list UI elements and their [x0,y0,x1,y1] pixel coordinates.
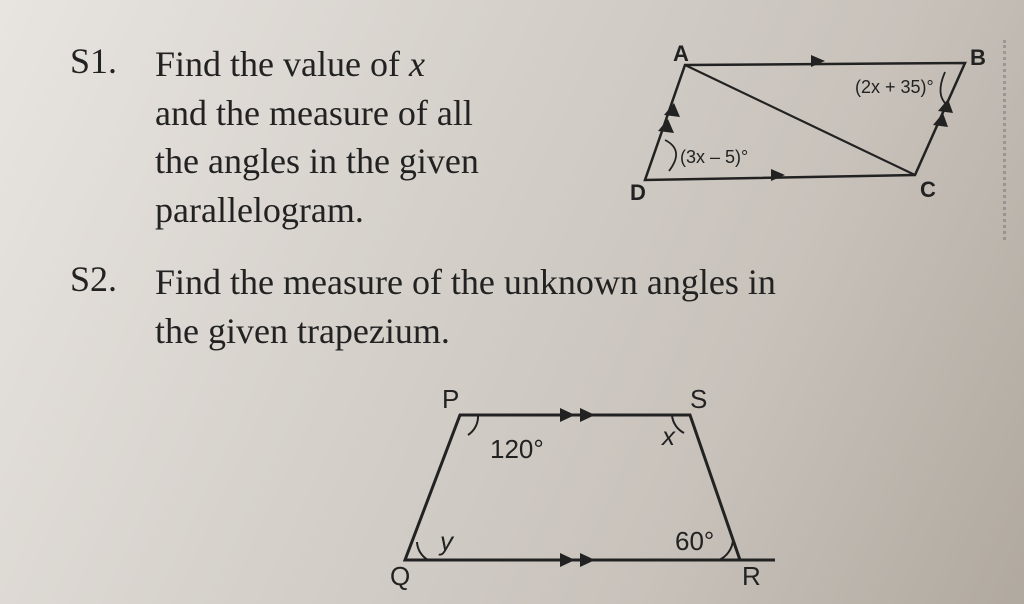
angle-s-variable: x [660,421,676,451]
parallelogram-svg: A B C D (2x + 35)° (3x – 5)° [625,45,985,215]
angle-r-ext-arc [719,540,733,560]
s1-line4: parallelogram. [155,190,364,230]
s2-text: Find the measure of the unknown angles i… [155,258,776,355]
vertex-label-a: A [673,45,689,66]
angle-q-arc [417,542,428,560]
s1-number: S1. [70,40,155,82]
s1-line1a: Find the value of [155,44,409,84]
s2-number: S2. [70,258,155,300]
vertex-label-p: P [442,384,459,414]
vertex-label-d: D [630,180,646,205]
angle-p-value: 120° [490,434,544,464]
s1-line3: the angles in the given [155,141,479,181]
question-s2: S2. Find the measure of the unknown angl… [70,258,984,355]
side-cb-arrow-icon [933,99,953,127]
trapezium-svg: P S R Q 120° x 60° y [370,380,790,600]
page-root: S1. Find the value of x and the measure … [0,0,1024,604]
s1-text: Find the value of x and the measure of a… [155,40,479,234]
vertex-label-b: B [970,45,985,70]
angle-b-expression: (2x + 35)° [855,77,934,97]
vertex-label-q: Q [390,561,410,591]
angle-p-arc [468,415,478,435]
s1-line2: and the measure of all [155,93,473,133]
vertex-label-c: C [920,177,936,202]
vertex-label-r: R [742,561,761,591]
s1-variable-x: x [409,44,425,84]
vertex-label-s: S [690,384,707,414]
s2-line2: the given trapezium. [155,311,450,351]
page-divider-dots [1003,40,1006,240]
angle-d-arc [665,140,676,171]
s2-line1: Find the measure of the unknown angles i… [155,262,776,302]
side-dc-arrow-icon [771,169,785,181]
angle-q-variable: y [438,526,455,556]
angle-r-value: 60° [675,526,714,556]
s1-figure: A B C D (2x + 35)° (3x – 5)° [625,45,985,220]
angle-d-expression: (3x – 5)° [680,147,748,167]
angle-b-arc [940,72,947,105]
s2-figure: P S R Q 120° x 60° y [370,380,790,604]
